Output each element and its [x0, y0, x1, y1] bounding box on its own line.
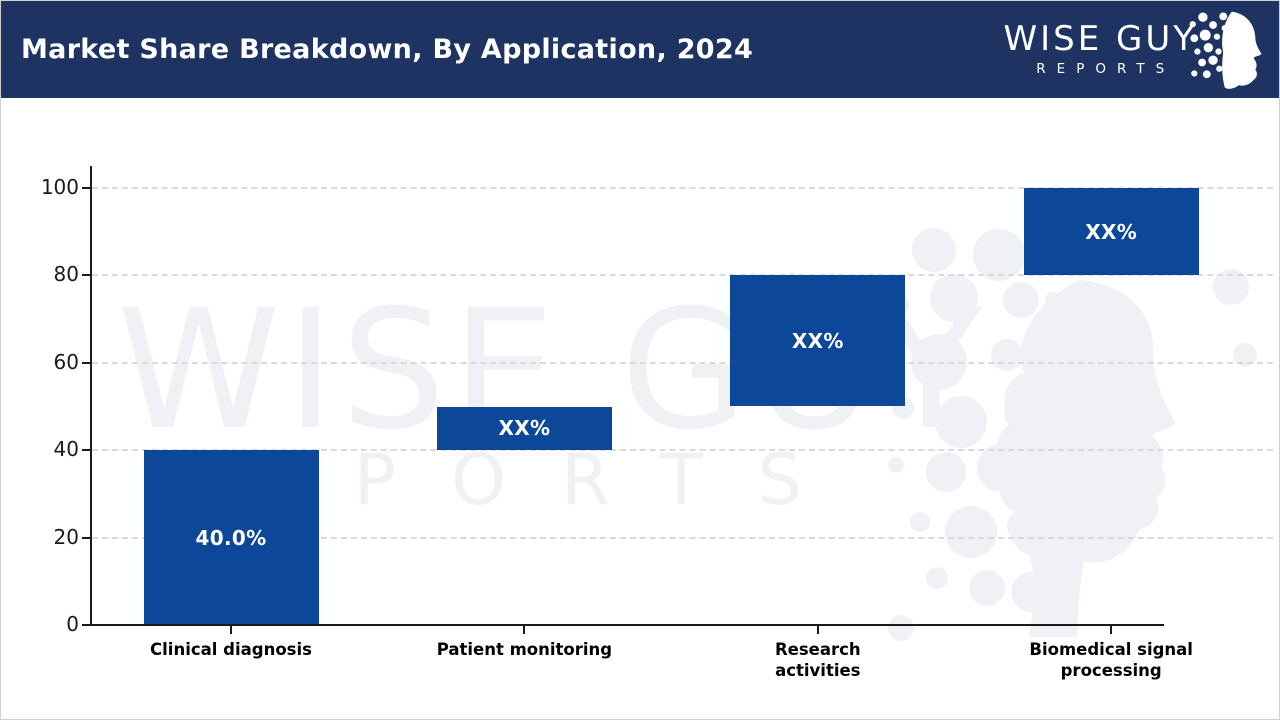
y-tick-mark — [82, 274, 90, 277]
bar-value-label: XX% — [498, 416, 551, 441]
y-axis — [90, 166, 92, 626]
bar-clinical-diagnosis: 40.0% — [143, 450, 319, 625]
x-category-label-line: Biomedical signal — [1029, 640, 1193, 659]
x-category-label: Biomedical signal processing — [991, 640, 1231, 681]
gridline — [92, 274, 1273, 277]
bar-research-activities: XX% — [730, 275, 906, 407]
x-tick-mark — [523, 626, 526, 634]
y-tick-mark — [82, 624, 90, 626]
x-category-label-line: Clinical diagnosis — [150, 640, 312, 659]
y-tick-mark — [82, 361, 90, 364]
logo-subtitle: REPORTS — [1036, 61, 1176, 77]
x-category-label-line: Patient monitoring — [436, 640, 613, 659]
bar-biomedical-signal-processing: XX% — [1023, 188, 1199, 276]
gridline — [92, 536, 1273, 539]
gridline — [92, 449, 1273, 452]
y-tick-label: 20 — [53, 524, 79, 549]
y-tick-label: 40 — [53, 437, 79, 462]
x-category-label: Clinical diagnosis — [111, 640, 351, 661]
y-tick-label: 0 — [66, 612, 79, 636]
x-category-label-line: Research — [774, 640, 861, 659]
logo-wordmark: WISE GUY — [1003, 19, 1197, 59]
y-tick-label: 100 — [40, 175, 79, 199]
x-category-label-line: activities — [775, 660, 861, 680]
x-category-label: Research activities — [698, 640, 938, 681]
y-tick-label: 60 — [53, 349, 79, 374]
x-axis — [90, 624, 1164, 626]
logo-head-icon — [1189, 11, 1262, 89]
x-tick-mark — [230, 626, 232, 634]
bar-patient-monitoring: XX% — [436, 406, 612, 451]
logo-text: WISE GUY REPORTS — [1003, 22, 1197, 77]
y-tick-mark — [82, 449, 90, 452]
header-bar: Market Share Breakdown, By Application, … — [1, 1, 1279, 98]
bar-value-label: 40.0% — [195, 525, 267, 550]
y-tick-mark — [82, 187, 90, 189]
bar-value-label: XX% — [1085, 219, 1138, 244]
gridline — [92, 361, 1273, 364]
x-category-label: Patient monitoring — [404, 640, 644, 661]
y-tick-label: 80 — [53, 262, 79, 287]
y-tick-mark — [82, 536, 90, 539]
x-tick-mark — [816, 626, 819, 634]
page-title: Market Share Breakdown, By Application, … — [21, 34, 754, 65]
gridline — [92, 187, 1273, 189]
x-tick-mark — [1110, 626, 1113, 634]
watermark-head-icon — [882, 228, 1257, 641]
wiseguy-logo: WISE GUY REPORTS — [1003, 7, 1267, 93]
bar-value-label: XX% — [791, 328, 844, 353]
x-category-label-line: processing — [1060, 660, 1162, 680]
